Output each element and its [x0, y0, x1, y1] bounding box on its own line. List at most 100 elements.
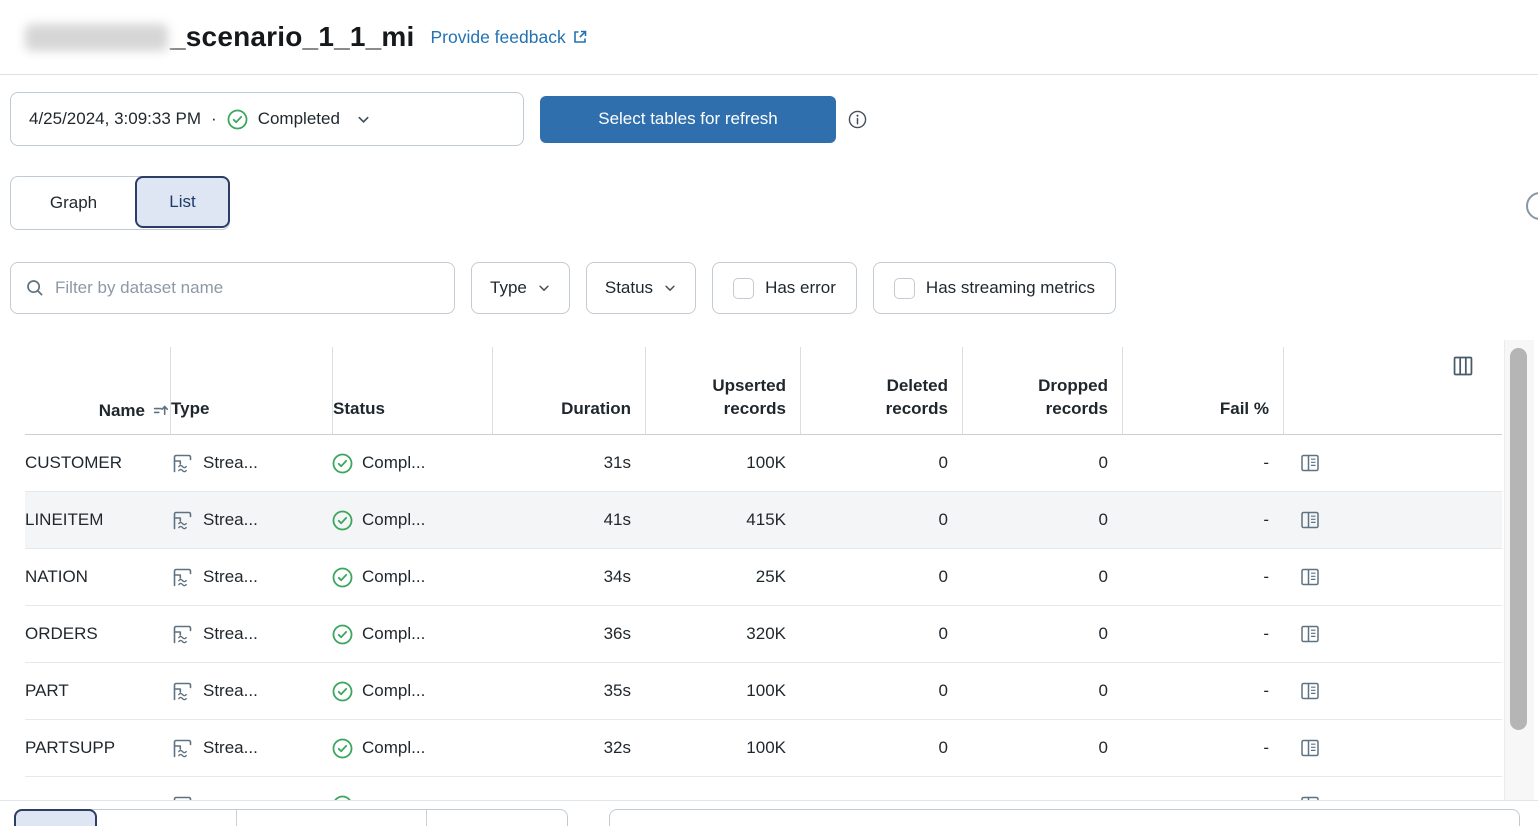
vertical-scrollbar[interactable] [1504, 340, 1534, 800]
run-selector-dropdown[interactable]: 4/25/2024, 3:09:33 PM · Completed [10, 92, 524, 146]
cell-deleted: 0 [938, 453, 948, 472]
scrollbar-thumb[interactable] [1510, 348, 1527, 730]
tab-graph[interactable]: Graph [49, 193, 98, 212]
cell-type: Strea... [170, 435, 332, 491]
cell-name[interactable] [25, 777, 170, 802]
tab-list[interactable]: List [135, 176, 230, 228]
run-bar: 4/25/2024, 3:09:33 PM · Completed Select… [10, 92, 1538, 146]
column-header-upserted-records[interactable]: Upserted records [645, 347, 800, 434]
search-input[interactable] [55, 278, 440, 298]
check-circle-icon [332, 510, 353, 531]
cell-upserted: 415K [746, 510, 786, 529]
chevron-down-icon [537, 281, 551, 295]
bottom-filter-box[interactable] [609, 809, 1520, 826]
details-panel-icon [1298, 451, 1322, 475]
chevron-down-icon [663, 281, 677, 295]
cell-fail-pct: - [1263, 624, 1269, 643]
bottom-segment[interactable] [97, 810, 237, 826]
bottom-panel [0, 800, 1538, 826]
select-tables-for-refresh-button[interactable]: Select tables for refresh [540, 95, 836, 143]
feedback-link-label: Provide feedback [430, 26, 566, 47]
column-header-duration[interactable]: Duration [492, 347, 645, 434]
has-error-filter[interactable]: Has error [712, 262, 857, 314]
table-row[interactable]: PART Strea... [25, 663, 1502, 720]
cell-dropped: 0 [1098, 567, 1108, 586]
cell-type: Strea... [170, 492, 332, 548]
cell-name[interactable]: NATION [25, 567, 88, 586]
streaming-table-icon [170, 622, 194, 646]
open-details-panel-button[interactable] [1283, 492, 1502, 548]
table-body: CUSTOMER Strea... [25, 435, 1502, 802]
has-streaming-metrics-checkbox[interactable] [893, 277, 915, 299]
table-row[interactable]: LINEITEM Strea... [25, 492, 1502, 549]
cell-name[interactable]: ORDERS [25, 624, 98, 643]
table-row[interactable]: NATION Strea... [25, 549, 1502, 606]
has-error-checkbox[interactable] [733, 277, 755, 299]
cell-upserted: 100K [746, 453, 786, 472]
cell-type: Strea... [170, 549, 332, 605]
open-details-panel-button[interactable] [1283, 435, 1502, 491]
column-header-type[interactable]: Type [170, 347, 332, 434]
open-details-panel-button[interactable] [1283, 720, 1502, 776]
cell-fail-pct: - [1263, 510, 1269, 529]
cell-status: Compl... [332, 549, 492, 605]
info-icon[interactable] [848, 110, 867, 129]
open-details-panel-button[interactable] [1283, 549, 1502, 605]
cell-name[interactable]: PART [25, 681, 69, 700]
column-header-actions [1283, 347, 1502, 434]
open-details-panel-button[interactable] [1283, 777, 1502, 802]
cell-duration: 35s [603, 681, 631, 700]
details-panel-icon [1298, 736, 1322, 760]
check-circle-icon [332, 738, 353, 759]
page-title: _scenario_1_1_mi [170, 21, 415, 52]
dot-separator: · [211, 109, 217, 128]
cell-duration: 34s [603, 567, 631, 586]
help-button-partial[interactable] [1526, 192, 1538, 220]
cell-fail-pct: - [1263, 567, 1269, 586]
bottom-segment[interactable] [427, 810, 567, 826]
cell-status: Compl... [332, 435, 492, 491]
dataset-search [10, 262, 455, 314]
redacted-title-prefix [25, 23, 168, 51]
cell-dropped: 0 [1098, 738, 1108, 757]
provide-feedback-link[interactable]: Provide feedback [430, 27, 587, 48]
cell-duration: 32s [603, 738, 631, 757]
bottom-segment-selected[interactable] [14, 809, 97, 826]
bottom-segmented-control [14, 809, 568, 826]
column-header-fail-pct[interactable]: Fail % [1122, 347, 1283, 434]
column-header-dropped-records[interactable]: Dropped records [962, 347, 1122, 434]
cell-upserted: 100K [746, 681, 786, 700]
table-row[interactable]: CUSTOMER Strea... [25, 435, 1502, 492]
status-filter-dropdown[interactable]: Status [585, 262, 697, 314]
cell-fail-pct [1122, 777, 1283, 802]
has-streaming-metrics-filter[interactable]: Has streaming metrics [872, 262, 1117, 314]
open-details-panel-button[interactable] [1283, 606, 1502, 662]
cell-name[interactable]: PARTSUPP [25, 738, 116, 757]
column-header-name[interactable]: Name [25, 347, 170, 434]
columns-icon[interactable] [1450, 353, 1476, 379]
cell-status: Compl... [332, 606, 492, 662]
cell-deleted [800, 777, 962, 802]
table-row[interactable]: ORDERS Strea... [25, 606, 1502, 663]
cell-status: Compl... [332, 492, 492, 548]
cell-upserted: 100K [746, 738, 786, 757]
cell-name[interactable]: CUSTOMER [25, 453, 122, 472]
check-circle-icon [332, 624, 353, 645]
open-details-panel-button[interactable] [1283, 663, 1502, 719]
cell-dropped [962, 777, 1122, 802]
table-row-partial[interactable] [25, 777, 1502, 802]
cell-dropped: 0 [1098, 681, 1108, 700]
sort-ascending-icon [153, 402, 170, 419]
column-header-status[interactable]: Status [332, 347, 492, 434]
run-status-label: Completed [257, 109, 340, 128]
column-header-deleted-records[interactable]: Deleted records [800, 347, 962, 434]
table-row[interactable]: PARTSUPP Strea... [25, 720, 1502, 777]
cell-deleted: 0 [938, 510, 948, 529]
cell-name[interactable]: LINEITEM [25, 510, 104, 529]
cell-dropped: 0 [1098, 510, 1108, 529]
details-panel-icon [1298, 565, 1322, 589]
details-panel-icon [1298, 622, 1322, 646]
type-filter-dropdown[interactable]: Type [471, 262, 570, 314]
cell-duration: 36s [603, 624, 631, 643]
bottom-segment[interactable] [237, 810, 428, 826]
